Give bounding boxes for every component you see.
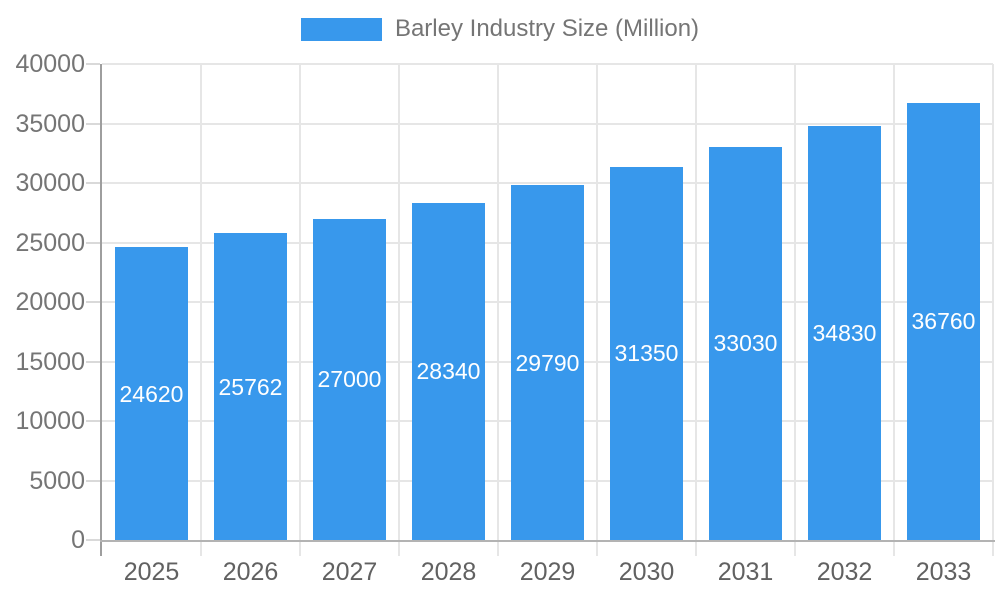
bar-2029 (511, 185, 584, 540)
x-tick-label: 2030 (618, 558, 675, 586)
x-tick-label: 2031 (717, 558, 774, 586)
bar-value-label: 31350 (614, 340, 679, 367)
x-tick-label: 2029 (519, 558, 576, 586)
v-gridline (794, 64, 796, 556)
v-gridline (992, 64, 994, 556)
bar-2025 (115, 247, 188, 540)
bar-value-label: 29790 (515, 349, 580, 376)
bar-value-label: 33030 (713, 330, 778, 357)
y-axis-line (100, 64, 102, 556)
v-gridline (398, 64, 400, 556)
bar-2028 (412, 202, 485, 540)
bar-2031 (709, 146, 782, 540)
y-axis-label: 15000 (15, 347, 85, 376)
bar-2032 (808, 125, 881, 540)
bar-value-label: 25762 (218, 373, 283, 400)
bar-value-label: 27000 (317, 366, 382, 393)
y-axis-label: 30000 (15, 169, 85, 197)
x-tick-label: 2033 (915, 558, 972, 586)
y-tick-mark (86, 539, 100, 541)
y-axis-label: 40000 (15, 50, 85, 78)
y-tick-mark (86, 301, 100, 303)
y-axis-label: 0 (71, 526, 85, 554)
y-tick-mark (86, 122, 100, 125)
y-axis-label: 20000 (15, 288, 85, 316)
y-tick-mark (86, 182, 100, 184)
y-tick-mark (86, 360, 100, 363)
bar-2030 (610, 166, 683, 540)
h-gridline (102, 182, 993, 184)
x-tick-label: 2028 (420, 558, 477, 586)
v-gridline (299, 64, 301, 556)
bar-2027 (313, 218, 386, 540)
y-tick-mark (86, 241, 100, 244)
x-tick-label: 2025 (123, 558, 180, 586)
bar-value-label: 36760 (911, 308, 976, 335)
bar-2026 (214, 233, 287, 540)
x-axis-baseline (100, 540, 995, 542)
bar-2033 (907, 102, 980, 540)
h-gridline (102, 63, 993, 65)
v-gridline (596, 64, 598, 556)
y-axis-label: 10000 (15, 407, 85, 435)
legend: Barley Industry Size (Million) (0, 15, 1000, 43)
y-tick-mark (86, 420, 100, 422)
plot-area: 0 5000 10000 15000 20000 25000 30000 35000 40000… (15, 50, 995, 586)
v-gridline (200, 64, 202, 556)
bar-value-label: 28340 (416, 358, 481, 385)
bar-value-label: 24620 (119, 380, 184, 407)
y-axis-label: 35000 (15, 109, 85, 138)
y-axis-label: 5000 (29, 466, 85, 495)
x-tick-label: 2027 (321, 558, 378, 586)
v-gridline (497, 64, 499, 556)
legend-swatch (300, 17, 382, 41)
y-axis-label: 25000 (15, 228, 85, 257)
x-tick-label: 2026 (222, 558, 279, 586)
v-gridline (893, 64, 895, 556)
y-tick-mark (86, 63, 100, 65)
v-gridline (695, 64, 697, 556)
y-tick-mark (86, 479, 100, 482)
legend-label: Barley Industry Size (Million) (394, 15, 700, 42)
x-tick-label: 2032 (816, 558, 873, 586)
h-gridline (102, 122, 993, 125)
bar-value-label: 34830 (812, 319, 877, 346)
